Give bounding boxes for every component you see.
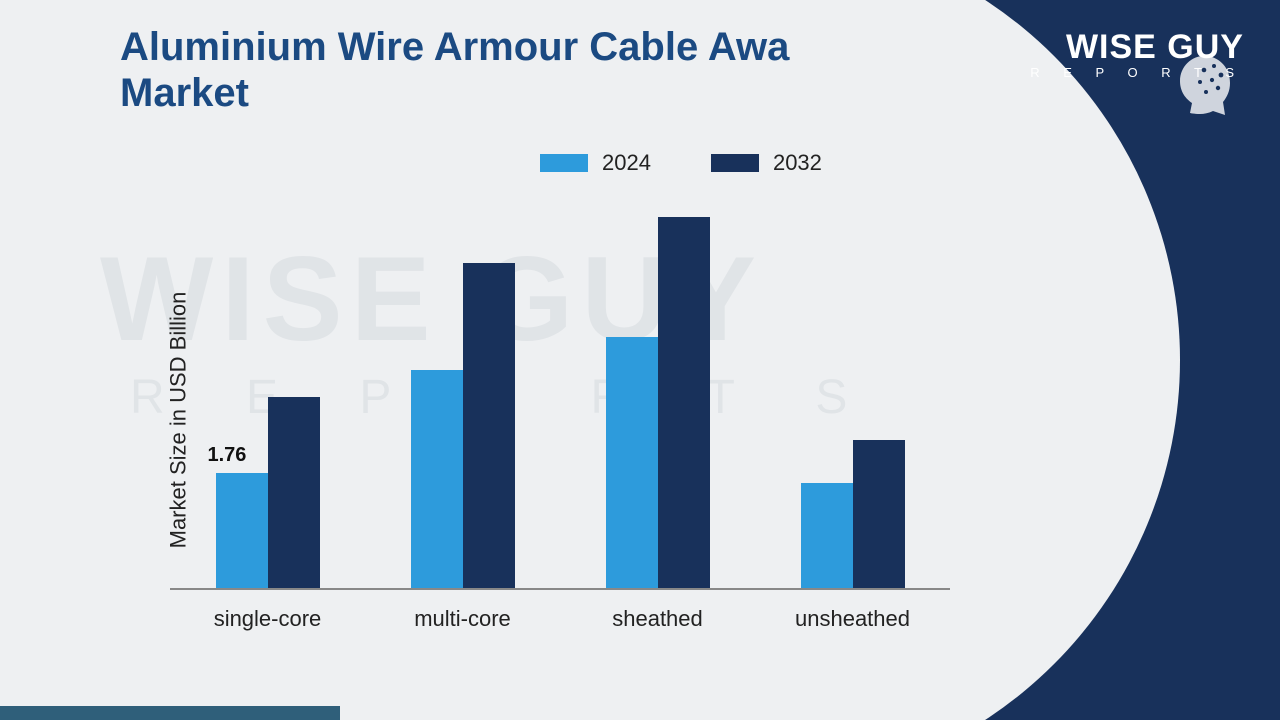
bar-group	[606, 217, 710, 590]
bar	[658, 217, 710, 590]
legend: 2024 2032	[540, 150, 822, 176]
legend-swatch-2024	[540, 154, 588, 172]
bar	[411, 370, 463, 590]
legend-item-2024: 2024	[540, 150, 651, 176]
bar	[216, 473, 268, 590]
bar-group: 1.76	[216, 397, 320, 590]
bar-group	[801, 440, 905, 590]
plot-area: 1.76	[170, 190, 950, 590]
legend-label-2032: 2032	[773, 150, 822, 176]
bar-value-label: 1.76	[208, 444, 247, 467]
bar	[268, 397, 320, 590]
x-axis-line	[170, 588, 950, 590]
bar	[801, 483, 853, 590]
x-axis-labels: single-core multi-core sheathed unsheathed	[170, 606, 950, 632]
legend-swatch-2032	[711, 154, 759, 172]
bar	[853, 440, 905, 590]
chart-canvas: WISE GUY R E P O R T S WISE GUY R E P O …	[0, 0, 1280, 720]
x-tick-label: multi-core	[403, 606, 523, 632]
bar	[463, 263, 515, 590]
brand-logo: WISE GUY R E P O R T S	[1030, 28, 1244, 80]
legend-item-2032: 2032	[711, 150, 822, 176]
bar	[606, 337, 658, 590]
footer-accent-bar	[0, 706, 340, 720]
chart-area: Market Size in USD Billion 1.76 single-c…	[110, 190, 950, 650]
bar-groups: 1.76	[170, 190, 950, 590]
legend-label-2024: 2024	[602, 150, 651, 176]
brain-head-icon	[1166, 52, 1236, 126]
x-tick-label: sheathed	[598, 606, 718, 632]
x-tick-label: unsheathed	[793, 606, 913, 632]
x-tick-label: single-core	[208, 606, 328, 632]
chart-title: Aluminium Wire Armour Cable Awa Market	[120, 24, 880, 116]
bar-group	[411, 263, 515, 590]
